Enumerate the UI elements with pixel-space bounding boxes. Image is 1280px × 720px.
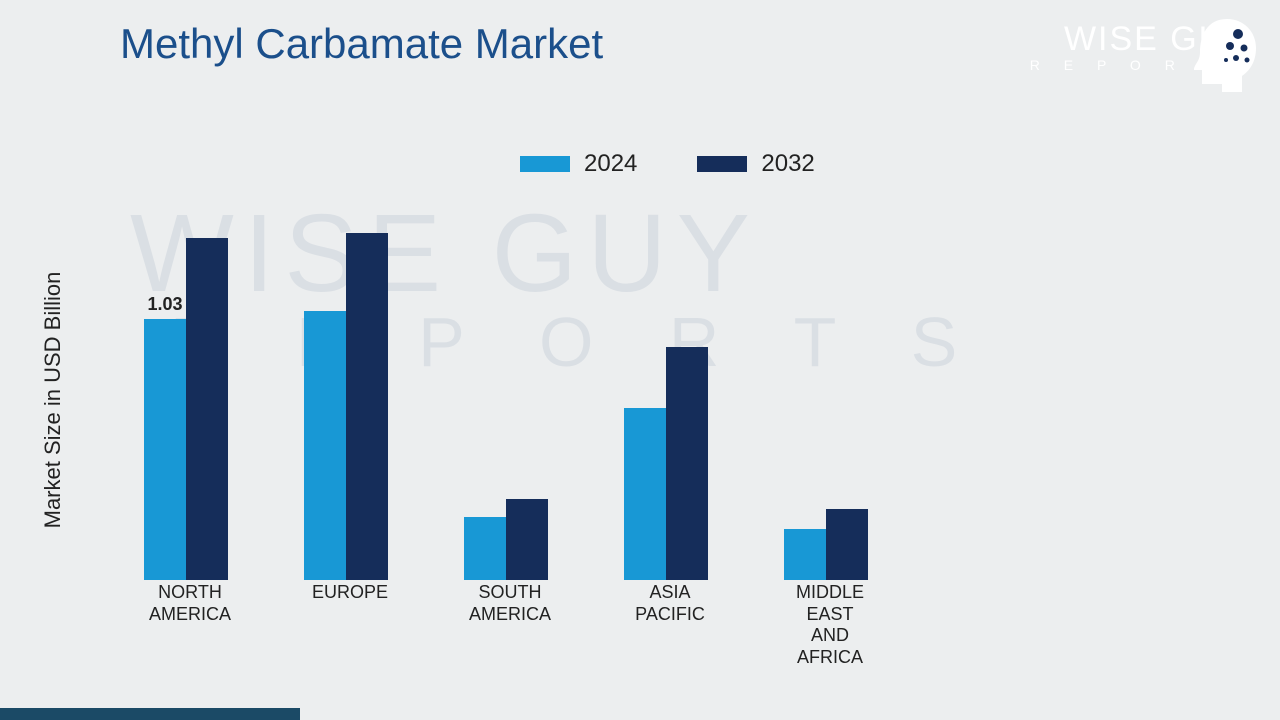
chart: Market Size in USD Billion 2024 2032 1.0… xyxy=(50,150,930,670)
bar-2032 xyxy=(186,238,228,580)
bar-2032 xyxy=(826,509,868,580)
legend-swatch-a xyxy=(520,156,570,172)
legend-item-2024: 2024 xyxy=(520,150,637,178)
x-axis-label: MIDDLEEASTANDAFRICA xyxy=(770,582,890,668)
bar-2024 xyxy=(784,529,826,580)
legend-label-b: 2032 xyxy=(761,150,814,178)
legend: 2024 2032 xyxy=(520,150,815,178)
bar-2024 xyxy=(624,408,666,580)
bar-2032 xyxy=(506,499,548,580)
x-axis-label: ASIAPACIFIC xyxy=(610,582,730,625)
y-axis-label: Market Size in USD Billion xyxy=(40,143,66,400)
bottom-accent-bar xyxy=(0,708,300,720)
x-axis-label: EUROPE xyxy=(290,582,410,604)
bar-2032 xyxy=(346,233,388,580)
brand-logo: WISE GUY R E P O R T S xyxy=(1030,20,1250,73)
page-title: Methyl Carbamate Market xyxy=(120,20,603,68)
legend-label-a: 2024 xyxy=(584,150,637,178)
bar-2024 xyxy=(304,311,346,580)
bar-2024 xyxy=(464,517,506,580)
legend-swatch-b xyxy=(697,156,747,172)
plot-area: 1.03 xyxy=(130,200,930,580)
legend-item-2032: 2032 xyxy=(697,150,814,178)
head-icon xyxy=(1192,14,1262,94)
bar-value-label: 1.03 xyxy=(147,294,182,315)
bar-2024 xyxy=(144,319,186,580)
canvas: WISE GUY R E P O R T S Methyl Carbamate … xyxy=(0,0,1280,720)
x-axis-label: NORTHAMERICA xyxy=(130,582,250,625)
bar-2032 xyxy=(666,347,708,580)
x-axis-label: SOUTHAMERICA xyxy=(450,582,570,625)
